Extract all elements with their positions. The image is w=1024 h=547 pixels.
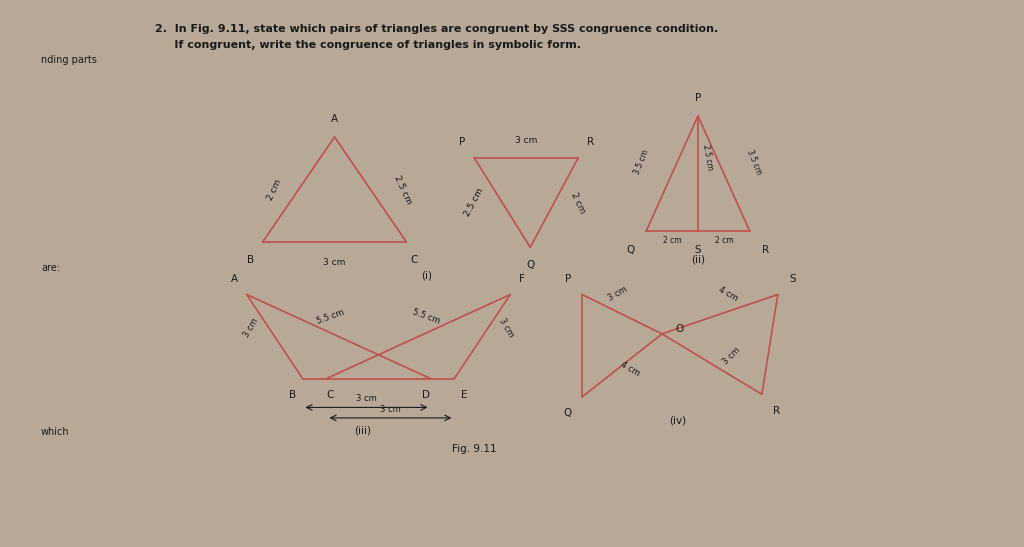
Text: (i): (i): [421, 271, 432, 281]
Text: C: C: [327, 390, 334, 400]
Text: 3 cm: 3 cm: [607, 285, 630, 303]
Text: R: R: [762, 245, 769, 254]
Text: nding parts: nding parts: [41, 55, 97, 65]
Text: O: O: [676, 324, 684, 334]
Text: Fig. 9.11: Fig. 9.11: [452, 444, 497, 454]
Text: 3 cm: 3 cm: [356, 394, 377, 403]
Text: Q: Q: [526, 260, 535, 270]
Text: (iii): (iii): [354, 426, 371, 435]
Text: A: A: [231, 274, 239, 284]
Text: B: B: [290, 390, 297, 400]
Text: 2 cm: 2 cm: [569, 190, 587, 214]
Text: are:: are:: [41, 263, 60, 272]
Text: P: P: [564, 274, 571, 284]
Text: 5.5 cm: 5.5 cm: [315, 307, 345, 325]
Text: R: R: [587, 137, 594, 148]
Text: P: P: [459, 137, 466, 148]
Text: C: C: [411, 255, 418, 265]
Text: 2.5 cm: 2.5 cm: [700, 143, 714, 171]
Text: (iv): (iv): [670, 415, 686, 425]
Text: A: A: [331, 114, 338, 124]
Text: B: B: [247, 255, 254, 265]
Text: 2 cm: 2 cm: [715, 236, 733, 245]
Text: 2 cm: 2 cm: [663, 236, 681, 245]
Text: 2 cm: 2 cm: [266, 177, 284, 201]
Text: 3 cm: 3 cm: [498, 316, 515, 339]
Text: D: D: [422, 390, 430, 400]
Text: (ii): (ii): [691, 255, 705, 265]
Text: 3.5 cm: 3.5 cm: [745, 148, 763, 176]
Text: 3 cm: 3 cm: [380, 405, 400, 414]
Text: F: F: [519, 274, 525, 284]
Text: 2.5 cm: 2.5 cm: [392, 173, 413, 205]
Text: which: which: [41, 427, 70, 437]
Text: S: S: [788, 274, 796, 284]
Text: Q: Q: [626, 245, 634, 254]
Text: P: P: [695, 93, 701, 103]
Text: E: E: [461, 390, 467, 400]
Text: 5.5 cm: 5.5 cm: [412, 307, 441, 325]
Text: 2.  In Fig. 9.11, state which pairs of triangles are congruent by SSS congruence: 2. In Fig. 9.11, state which pairs of tr…: [155, 24, 718, 34]
Text: Q: Q: [563, 409, 571, 418]
Text: 3 cm: 3 cm: [721, 345, 742, 366]
Text: 3 cm: 3 cm: [324, 258, 346, 267]
Text: 4 cm: 4 cm: [717, 285, 739, 303]
Text: If congruent, write the congruence of triangles in symbolic form.: If congruent, write the congruence of tr…: [155, 40, 581, 50]
Text: 4 cm: 4 cm: [618, 360, 641, 378]
Text: S: S: [694, 245, 701, 254]
Text: 2.5 cm: 2.5 cm: [463, 187, 485, 218]
Text: 3.5 cm: 3.5 cm: [633, 148, 650, 176]
Text: R: R: [773, 406, 780, 416]
Text: 3 cm: 3 cm: [515, 136, 538, 145]
Text: 3 cm: 3 cm: [242, 316, 260, 339]
